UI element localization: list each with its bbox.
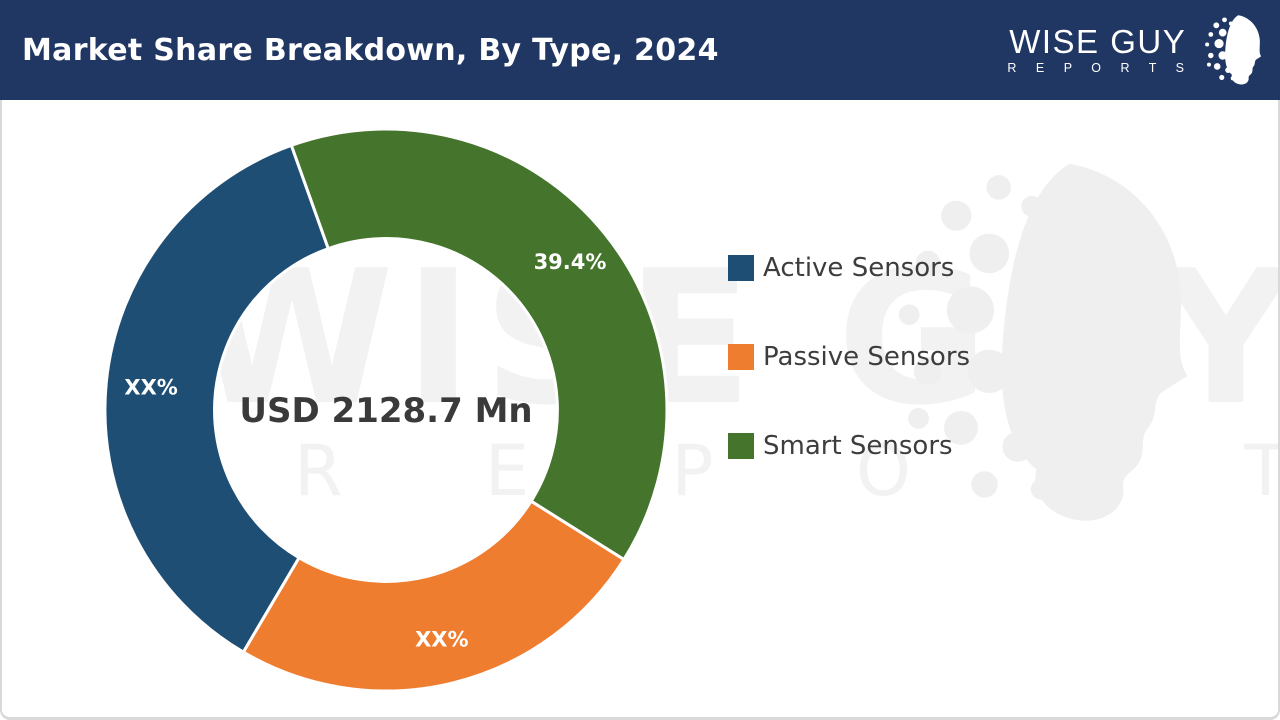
chart-canvas: WISE GUY R E P O R T S 39.4%XX%XX%USD 21… <box>0 100 1280 720</box>
legend-swatch-icon <box>728 344 754 370</box>
wiseguy-face-icon <box>1205 15 1262 85</box>
segment-percentage-label: XX% <box>124 376 177 400</box>
legend-label: Active Sensors <box>763 253 955 283</box>
segment-percentage-label: XX% <box>415 627 468 651</box>
legend-item-active-sensors: Active Sensors <box>728 252 970 284</box>
legend-swatch-icon <box>728 255 754 281</box>
donut-segment-active-sensors <box>103 143 330 654</box>
legend-item-smart-sensors: Smart Sensors <box>728 430 970 462</box>
donut-chart: 39.4% XX% XX% USD 2128.7 Mn <box>103 127 669 693</box>
logo-wordmark: WISE GUY <box>1009 23 1187 61</box>
legend-label: Passive Sensors <box>763 342 971 372</box>
chart-legend: Active Sensors Passive Sensors Smart Senso… <box>728 252 970 519</box>
page-title: Market Share Breakdown, By Type, 2024 <box>22 32 719 68</box>
legend-item-passive-sensors: Passive Sensors <box>728 341 970 373</box>
wiseguy-logo: WISE GUY R E P O R T S <box>1003 13 1262 87</box>
logo-text-block: WISE GUY R E P O R T S <box>1003 25 1192 75</box>
header-bar: Market Share Breakdown, By Type, 2024 WI… <box>0 0 1280 100</box>
segment-percentage-label: 39.4% <box>534 250 607 274</box>
legend-label: Smart Sensors <box>763 431 953 461</box>
legend-swatch-icon <box>728 433 754 459</box>
donut-center-value: USD 2128.7 Mn <box>239 391 532 431</box>
logo-subtitle: R E P O R T S <box>1007 61 1192 76</box>
donut-segment-smart-sensors <box>289 127 669 561</box>
donut-segment-passive-sensors <box>241 499 626 693</box>
